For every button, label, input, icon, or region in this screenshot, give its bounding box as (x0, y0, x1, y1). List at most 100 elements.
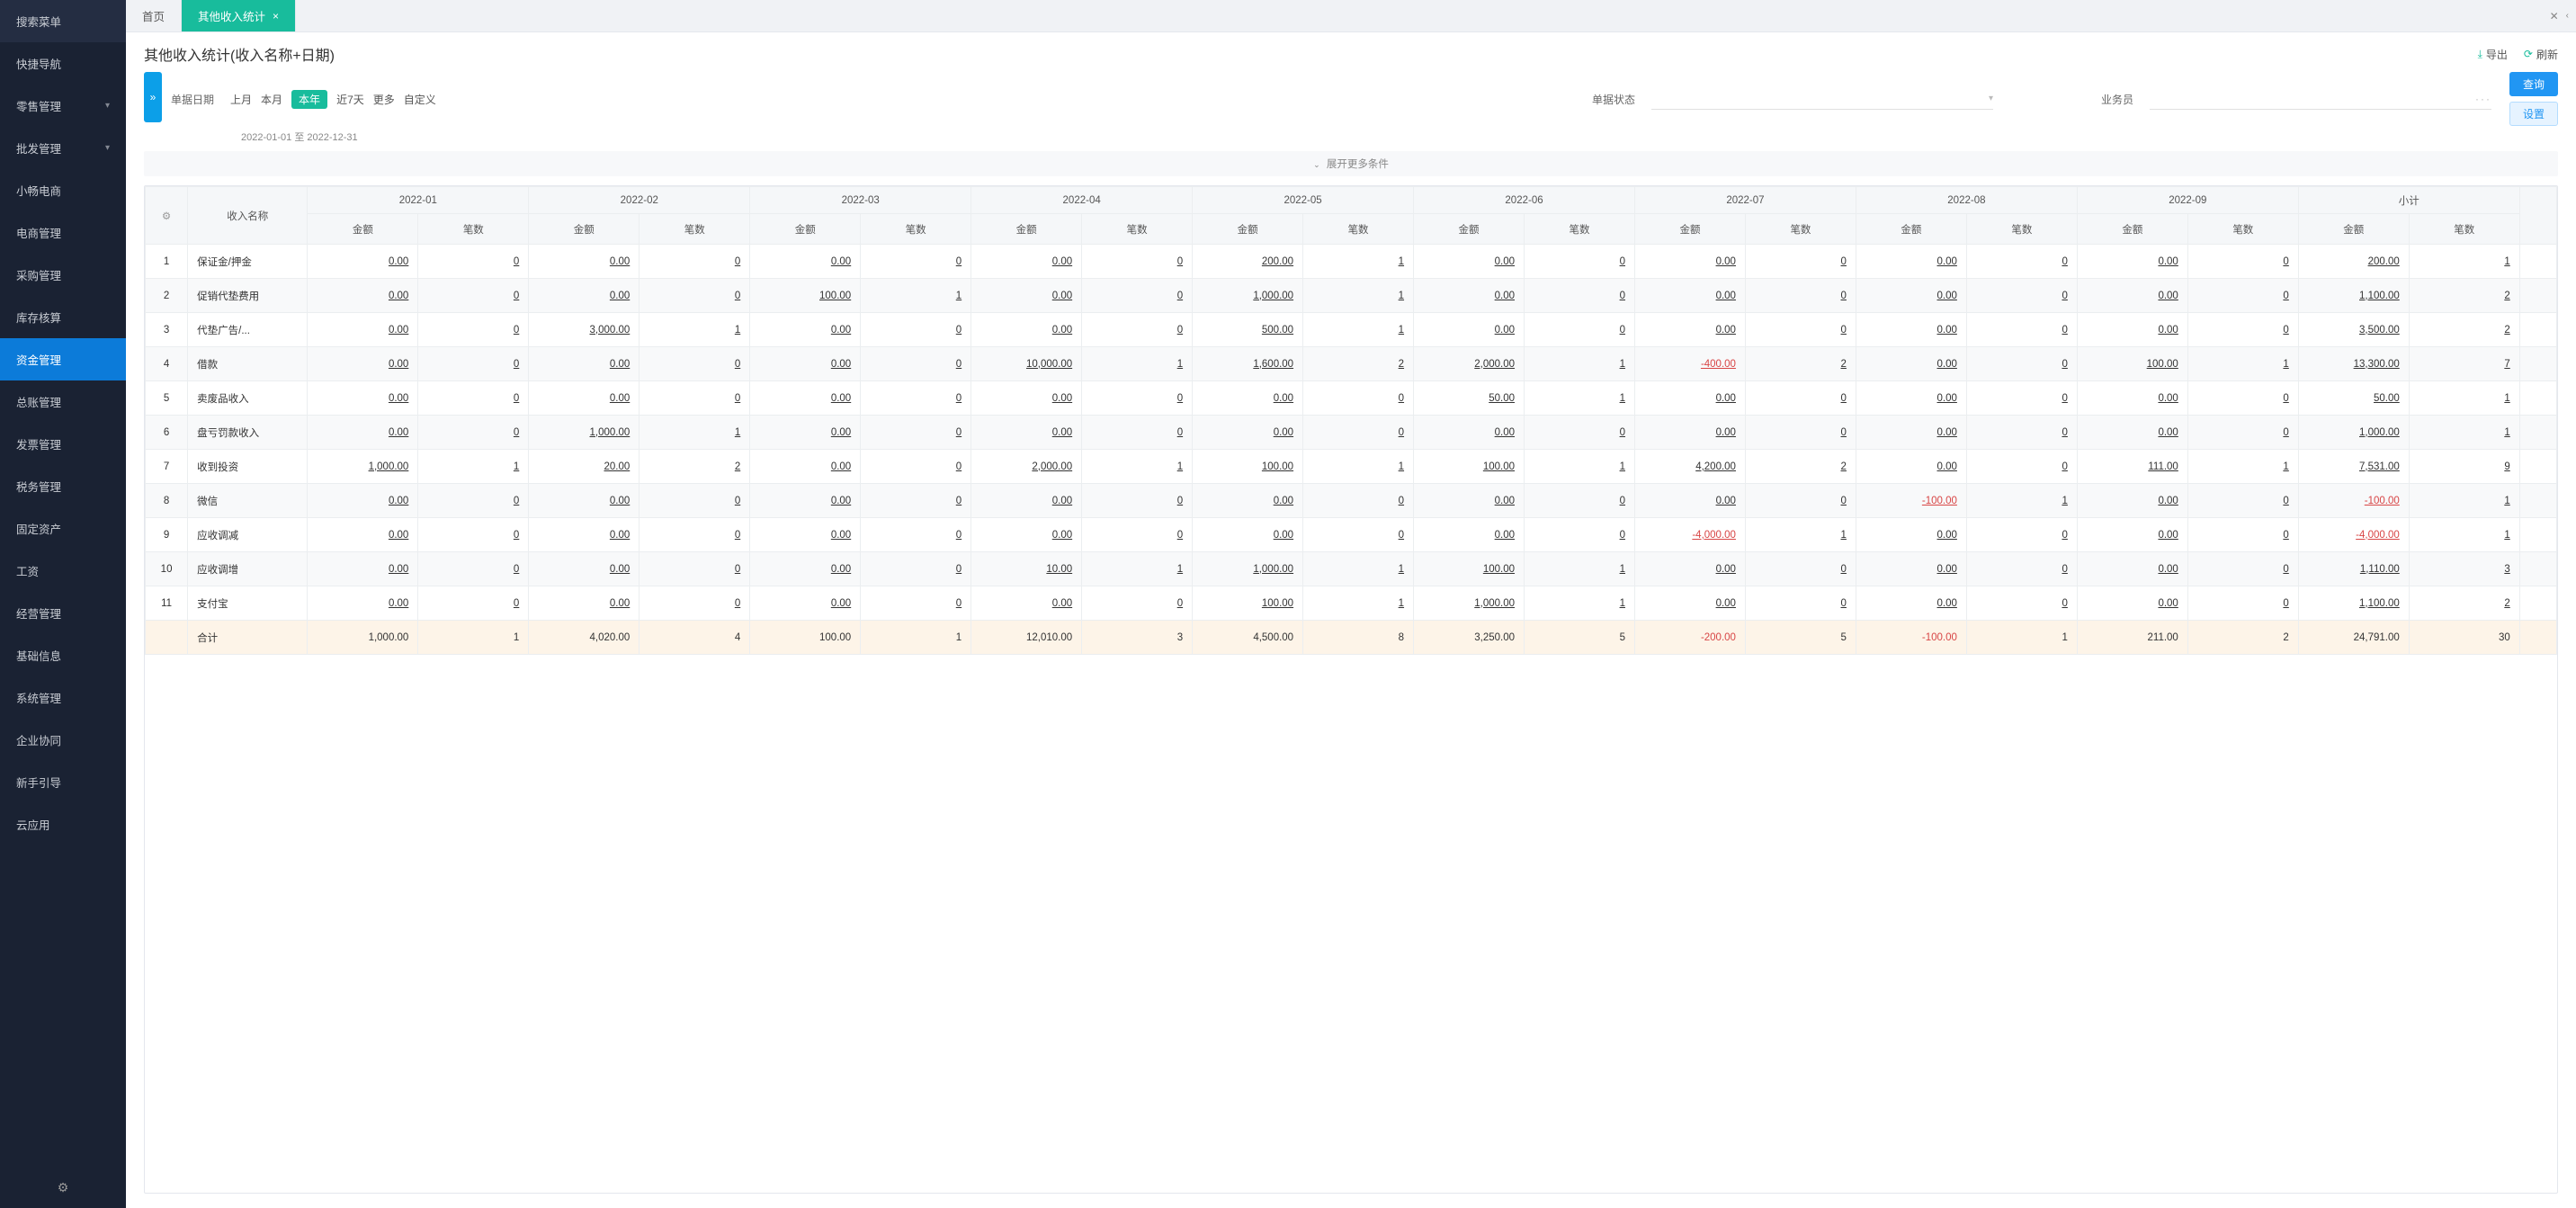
count-cell[interactable]: 0 (2062, 359, 2067, 370)
count-cell[interactable]: 0 (735, 393, 740, 404)
count-cell[interactable]: 0 (1620, 496, 1625, 506)
count-cell[interactable]: 0 (514, 325, 519, 336)
amount-cell[interactable]: 0.00 (389, 393, 408, 404)
count-cell[interactable]: 0 (956, 530, 962, 541)
amount-cell[interactable]: 0.00 (2158, 530, 2178, 541)
count-cell[interactable]: 0 (1177, 325, 1183, 336)
sidebar-item-8[interactable]: 资金管理 (0, 338, 126, 380)
subtotal-amount[interactable]: 1,000.00 (2359, 427, 2400, 438)
count-cell[interactable]: 2 (735, 461, 740, 472)
subtotal-count[interactable]: 2 (2504, 598, 2509, 609)
count-cell[interactable]: 0 (956, 325, 962, 336)
amount-cell[interactable]: 0.00 (389, 564, 408, 575)
amount-cell[interactable]: 0.00 (2158, 256, 2178, 267)
amount-cell[interactable]: 1,600.00 (1253, 359, 1293, 370)
count-cell[interactable]: 1 (1620, 598, 1625, 609)
amount-cell[interactable]: 0.00 (610, 291, 630, 301)
amount-cell[interactable]: 0.00 (1052, 427, 1072, 438)
tab-1[interactable]: 其他收入统计× (182, 0, 296, 31)
subtotal-count[interactable]: 9 (2504, 461, 2509, 472)
date-quick-1[interactable]: 本月 (261, 92, 282, 107)
amount-cell[interactable]: 0.00 (1495, 496, 1515, 506)
amount-cell[interactable]: 4,200.00 (1695, 461, 1736, 472)
count-cell[interactable]: 0 (2283, 393, 2288, 404)
amount-cell[interactable]: 0.00 (2158, 564, 2178, 575)
subtotal-count[interactable]: 1 (2504, 496, 2509, 506)
count-cell[interactable]: 1 (1399, 325, 1404, 336)
count-cell[interactable]: 0 (1841, 291, 1847, 301)
count-cell[interactable]: 0 (1399, 393, 1404, 404)
count-cell[interactable]: 1 (514, 461, 519, 472)
count-cell[interactable]: 0 (1399, 496, 1404, 506)
count-cell[interactable]: 0 (2283, 256, 2288, 267)
date-quick-2[interactable]: 本年 (291, 90, 327, 109)
amount-cell[interactable]: 0.00 (1052, 530, 1072, 541)
export-button[interactable]: ⤓ 导出 (2478, 47, 2508, 62)
amount-cell[interactable]: 111.00 (2148, 461, 2178, 472)
subtotal-count[interactable]: 1 (2504, 427, 2509, 438)
amount-cell[interactable]: 0.00 (1937, 325, 1957, 336)
amount-cell[interactable]: 0.00 (2158, 427, 2178, 438)
subtotal-count[interactable]: 1 (2504, 256, 2509, 267)
subtotal-count[interactable]: 2 (2504, 291, 2509, 301)
amount-cell[interactable]: 0.00 (1937, 427, 1957, 438)
count-cell[interactable]: 0 (514, 359, 519, 370)
amount-cell[interactable]: 0.00 (831, 496, 851, 506)
table-settings-icon[interactable]: ⚙ (162, 210, 171, 222)
status-input[interactable] (1651, 88, 1975, 109)
subtotal-amount[interactable]: 13,300.00 (2354, 359, 2400, 370)
amount-cell[interactable]: 50.00 (1489, 393, 1515, 404)
count-cell[interactable]: 0 (1620, 427, 1625, 438)
settings-button[interactable]: 设置 (2509, 102, 2558, 126)
amount-cell[interactable]: 0.00 (389, 496, 408, 506)
amount-cell[interactable]: 100.00 (1262, 598, 1293, 609)
count-cell[interactable]: 0 (735, 256, 740, 267)
count-cell[interactable]: 1 (2062, 496, 2067, 506)
subtotal-amount[interactable]: 7,531.00 (2359, 461, 2400, 472)
subtotal-amount[interactable]: 3,500.00 (2359, 325, 2400, 336)
count-cell[interactable]: 0 (956, 427, 962, 438)
date-quick-0[interactable]: 上月 (230, 92, 252, 107)
amount-cell[interactable]: 0.00 (1937, 359, 1957, 370)
amount-cell[interactable]: 0.00 (610, 530, 630, 541)
filter-collapse-toggle[interactable]: » (144, 72, 162, 122)
count-cell[interactable]: 0 (1620, 530, 1625, 541)
amount-cell[interactable]: 1,000.00 (369, 461, 409, 472)
count-cell[interactable]: 0 (514, 598, 519, 609)
amount-cell[interactable]: 0.00 (1052, 256, 1072, 267)
amount-cell[interactable]: 0.00 (389, 256, 408, 267)
count-cell[interactable]: 0 (2062, 256, 2067, 267)
count-cell[interactable]: 1 (1177, 359, 1183, 370)
amount-cell[interactable]: 0.00 (610, 256, 630, 267)
amount-cell[interactable]: 1,000.00 (590, 427, 631, 438)
amount-cell[interactable]: 0.00 (1052, 496, 1072, 506)
count-cell[interactable]: 2 (1841, 359, 1847, 370)
amount-cell[interactable]: 2,000.00 (1032, 461, 1072, 472)
subtotal-count[interactable]: 1 (2504, 393, 2509, 404)
amount-cell[interactable]: 0.00 (831, 598, 851, 609)
date-quick-3[interactable]: 近7天 (336, 92, 364, 107)
count-cell[interactable]: 0 (2062, 461, 2067, 472)
amount-cell[interactable]: 0.00 (1716, 325, 1736, 336)
count-cell[interactable]: 1 (1177, 461, 1183, 472)
subtotal-count[interactable]: 2 (2504, 325, 2509, 336)
count-cell[interactable]: 0 (735, 291, 740, 301)
amount-cell[interactable]: 0.00 (389, 325, 408, 336)
subtotal-count[interactable]: 7 (2504, 359, 2509, 370)
amount-cell[interactable]: 0.00 (389, 359, 408, 370)
count-cell[interactable]: 0 (1620, 256, 1625, 267)
date-quick-4[interactable]: 更多 (373, 92, 395, 107)
amount-cell[interactable]: 200.00 (1262, 256, 1293, 267)
sidebar-item-3[interactable]: 批发管理▾ (0, 127, 126, 169)
count-cell[interactable]: 1 (1399, 564, 1404, 575)
count-cell[interactable]: 0 (2062, 530, 2067, 541)
amount-cell[interactable]: 0.00 (1937, 530, 1957, 541)
sidebar-item-11[interactable]: 税务管理 (0, 465, 126, 507)
sidebar-item-9[interactable]: 总账管理 (0, 380, 126, 423)
count-cell[interactable]: 0 (1841, 564, 1847, 575)
sidebar-item-12[interactable]: 固定资产 (0, 507, 126, 550)
sidebar-item-2[interactable]: 零售管理▾ (0, 85, 126, 127)
amount-cell[interactable]: 0.00 (610, 393, 630, 404)
amount-cell[interactable]: 0.00 (1716, 427, 1736, 438)
count-cell[interactable]: 1 (1620, 359, 1625, 370)
